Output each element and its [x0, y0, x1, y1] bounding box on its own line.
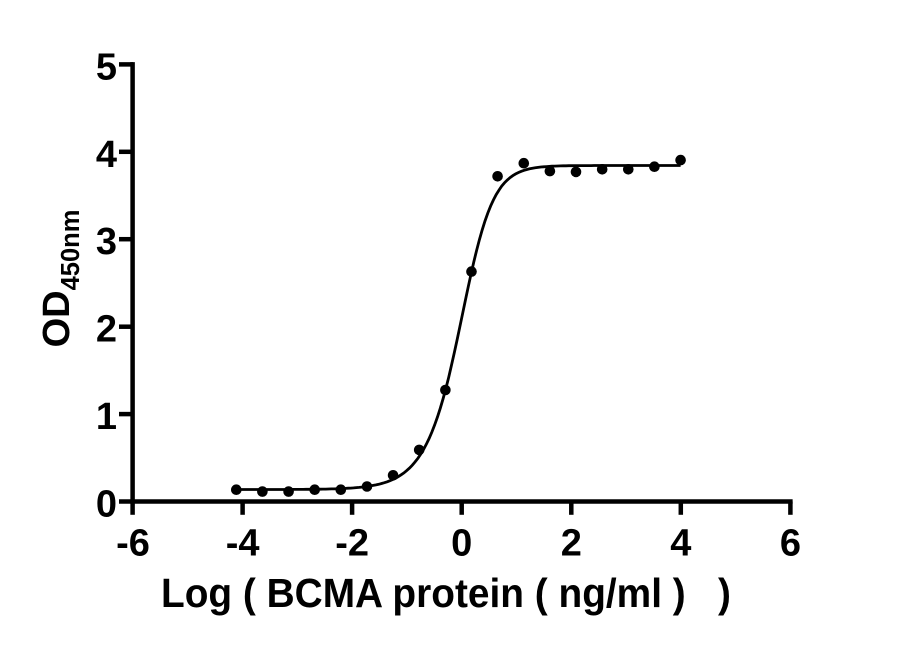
svg-text:1: 1	[96, 396, 117, 438]
svg-text:5: 5	[96, 46, 117, 88]
svg-text:0: 0	[96, 484, 117, 526]
svg-text:Log ( BCMA protein ( ng/ml ): Log ( BCMA protein ( ng/ml ) )	[161, 570, 731, 616]
svg-text:4: 4	[670, 523, 691, 565]
svg-text:3: 3	[96, 221, 117, 263]
svg-text:-4: -4	[226, 523, 260, 565]
svg-text:4: 4	[96, 134, 117, 176]
svg-text:0: 0	[451, 523, 472, 565]
svg-text:-2: -2	[335, 523, 369, 565]
svg-text:2: 2	[561, 523, 582, 565]
svg-text:2: 2	[96, 309, 117, 351]
svg-text:6: 6	[780, 523, 801, 565]
svg-text:-6: -6	[116, 523, 150, 565]
